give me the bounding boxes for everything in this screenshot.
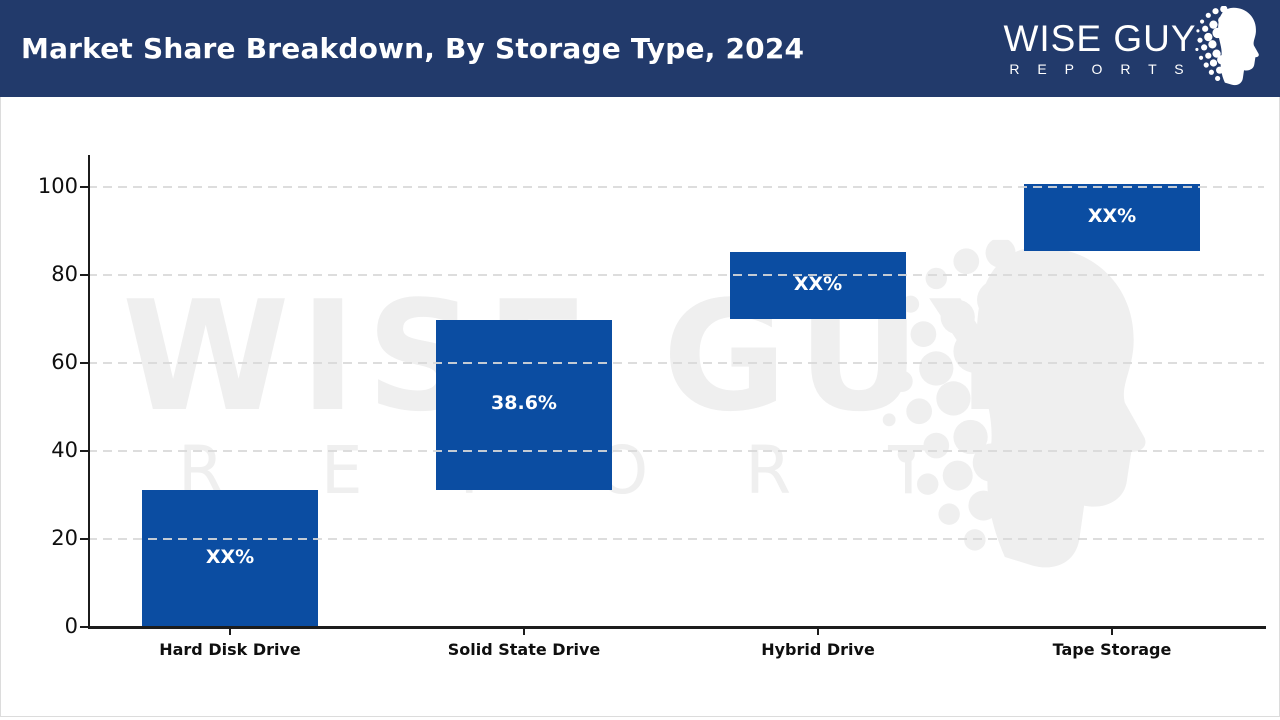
x-tick <box>817 627 819 635</box>
y-tick-label: 100 <box>37 174 78 198</box>
bar-value-label: XX% <box>793 272 843 295</box>
bar-value-label: XX% <box>1087 204 1137 227</box>
wise-guy-reports-logo: WISE GUY R E P O R T S <box>1000 4 1268 94</box>
gridline-80 <box>88 274 1264 276</box>
gridline-100 <box>88 186 1264 188</box>
y-tick <box>80 626 88 628</box>
y-tick-label: 80 <box>51 262 78 286</box>
y-tick <box>80 274 88 276</box>
logo-wordmark: WISE GUY <box>1003 18 1197 59</box>
y-tick-label: 60 <box>51 350 78 374</box>
x-category-label: Solid State Drive <box>447 640 601 659</box>
y-axis-line <box>88 155 90 629</box>
y-tick <box>80 450 88 452</box>
y-tick <box>80 538 88 540</box>
header-band: Market Share Breakdown, By Storage Type,… <box>0 0 1280 97</box>
gridline-20 <box>88 538 1264 540</box>
bar-value-label: 38.6% <box>491 392 557 415</box>
x-category-label: Hybrid Drive <box>761 640 875 659</box>
x-tick <box>523 627 525 635</box>
gridline-60 <box>88 362 1264 364</box>
y-tick <box>80 186 88 188</box>
bar-segment <box>436 320 612 491</box>
gridline-40 <box>88 450 1264 452</box>
bar-segment <box>730 251 906 320</box>
bar-value-label: XX% <box>205 545 255 568</box>
y-tick-label: 40 <box>51 438 78 462</box>
x-axis-line <box>88 626 1266 629</box>
y-tick-label: 0 <box>64 614 78 638</box>
logo-subtext: R E P O R T S <box>1009 60 1191 77</box>
x-tick <box>229 627 231 635</box>
y-tick-label: 20 <box>51 526 78 550</box>
bar-segment <box>142 490 318 627</box>
x-category-label: Hard Disk Drive <box>159 640 301 659</box>
x-tick <box>1111 627 1113 635</box>
dotted-head-icon <box>1186 6 1272 94</box>
page-title: Market Share Breakdown, By Storage Type,… <box>21 32 805 65</box>
y-tick <box>80 362 88 364</box>
x-category-label: Tape Storage <box>1052 640 1172 659</box>
